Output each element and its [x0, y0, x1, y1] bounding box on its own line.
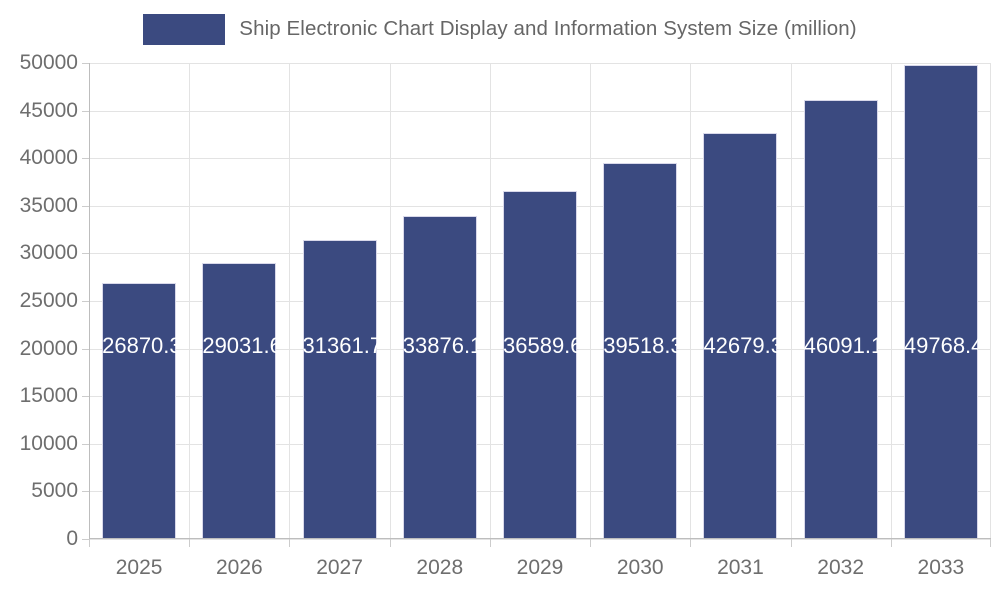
bar[interactable]: [503, 190, 577, 539]
x-axis-tick-label: 2031: [717, 556, 764, 579]
chart-legend: Ship Electronic Chart Display and Inform…: [0, 0, 1000, 58]
gridline-vertical: [289, 63, 291, 539]
y-axis-tick-label: 20000: [19, 336, 78, 360]
x-axis-tick-mark: [790, 539, 792, 547]
y-axis-line: [89, 63, 90, 539]
y-axis-tick-mark: [82, 539, 89, 540]
y-axis-tick-label: 10000: [19, 431, 78, 455]
bar[interactable]: [402, 216, 477, 539]
x-axis-tick-mark: [489, 539, 491, 547]
y-axis-tick-label: 30000: [19, 241, 78, 265]
gridline-vertical: [389, 63, 391, 539]
y-axis-tick-mark: [82, 491, 89, 493]
gridline-vertical: [590, 63, 592, 539]
gridline-vertical: [489, 63, 491, 539]
bar[interactable]: [603, 162, 678, 539]
gridline-vertical: [189, 63, 191, 539]
y-axis-tick-label: 5000: [31, 479, 78, 503]
y-axis-tick-mark: [82, 253, 89, 255]
bar[interactable]: [803, 100, 878, 539]
bar[interactable]: [903, 65, 978, 539]
x-axis-tick-label: 2029: [516, 556, 564, 579]
y-axis-tick-mark: [82, 110, 89, 112]
y-axis-tick-label: 0: [66, 527, 78, 550]
x-axis-tick-mark: [89, 539, 90, 547]
bar[interactable]: [102, 283, 177, 539]
y-axis-tick-mark: [82, 348, 89, 350]
x-axis-line: [89, 538, 991, 539]
x-axis-tick-label: 2032: [817, 556, 865, 579]
x-axis-tick-mark: [189, 539, 191, 547]
x-axis-tick-mark: [389, 539, 391, 547]
gridline-vertical: [690, 63, 692, 539]
gridline-vertical: [790, 63, 792, 539]
gridline-horizontal: [89, 63, 991, 64]
y-axis-tick-mark: [82, 396, 89, 398]
x-axis-tick-label: 2025: [115, 556, 163, 579]
legend-swatch-icon: [143, 13, 226, 45]
y-axis-tick-label: 40000: [19, 146, 78, 170]
x-axis-tick-mark: [890, 539, 892, 547]
x-axis-tick-label: 2028: [416, 556, 464, 579]
x-axis-tick-label: 2033: [917, 556, 965, 579]
x-axis-tick-label: 2027: [316, 556, 363, 579]
legend-label: Ship Electronic Chart Display and Inform…: [239, 17, 857, 40]
gridline-horizontal: [89, 158, 991, 160]
x-axis-tick-mark: [990, 539, 991, 547]
y-axis-tick-mark: [82, 205, 89, 207]
x-axis-tick-label: 2026: [215, 556, 263, 579]
gridline-vertical: [890, 63, 892, 539]
y-axis-tick-label: 45000: [19, 98, 78, 122]
bar[interactable]: [202, 262, 277, 539]
y-axis-tick-label: 25000: [19, 289, 78, 312]
x-axis-tick-label: 2030: [616, 556, 664, 579]
gridline-horizontal: [89, 110, 991, 112]
y-axis-tick-mark: [82, 158, 89, 160]
plot-area: 26870.3 29031.6 31361.7 33876.1 36589.6 39518…: [89, 63, 991, 540]
y-axis-tick-mark: [82, 443, 89, 445]
y-axis-tick-label: 35000: [19, 193, 78, 217]
x-axis-tick-mark: [590, 539, 592, 547]
gridline-horizontal: [89, 539, 991, 540]
y-axis-tick-label: 15000: [19, 384, 78, 408]
y-axis-tick-mark: [82, 63, 89, 64]
bar[interactable]: [302, 240, 377, 539]
x-axis-tick-mark: [289, 539, 291, 547]
y-axis-tick-label: 50000: [19, 51, 78, 74]
x-axis-tick-mark: [690, 539, 692, 547]
gridline-vertical: [990, 63, 991, 539]
y-axis-tick-mark: [82, 301, 89, 302]
bar[interactable]: [703, 132, 778, 539]
